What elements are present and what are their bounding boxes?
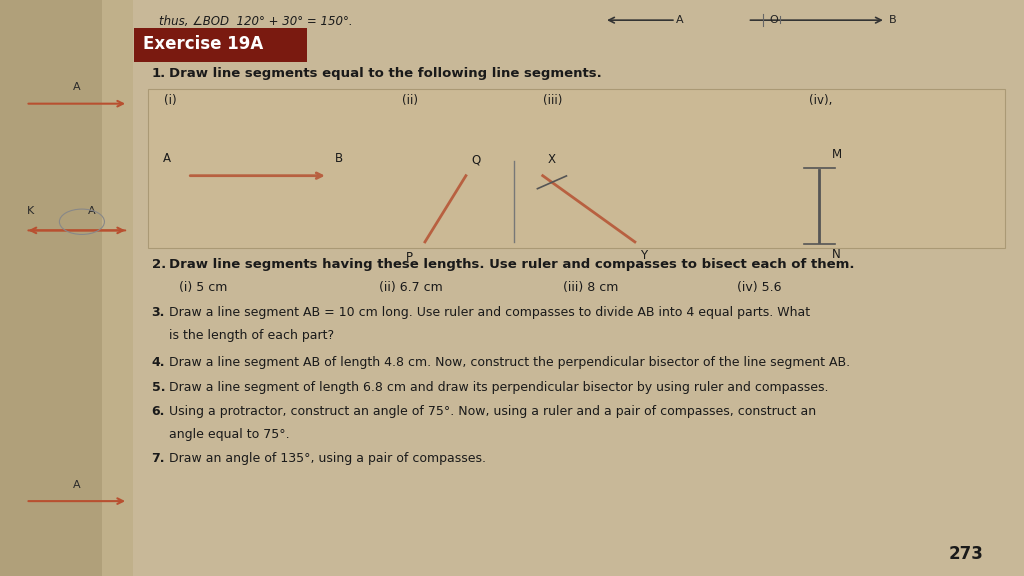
Text: B: B (889, 15, 896, 25)
Text: (iii) 8 cm: (iii) 8 cm (563, 282, 618, 294)
Text: Draw a line segment AB = 10 cm long. Use ruler and compasses to divide AB into 4: Draw a line segment AB = 10 cm long. Use… (169, 306, 810, 319)
Text: A: A (88, 206, 96, 216)
Text: A: A (163, 152, 171, 165)
Text: 4.: 4. (152, 357, 165, 369)
FancyBboxPatch shape (102, 0, 143, 576)
Text: thus, ∠BOD  120° + 30° = 150°.: thus, ∠BOD 120° + 30° = 150°. (159, 16, 352, 28)
Text: 7.: 7. (152, 452, 165, 465)
Text: 2.: 2. (152, 259, 166, 271)
Text: Draw a line segment of length 6.8 cm and draw its perpendicular bisector by usin: Draw a line segment of length 6.8 cm and… (169, 381, 828, 393)
Text: Draw an angle of 135°, using a pair of compasses.: Draw an angle of 135°, using a pair of c… (169, 452, 486, 465)
Text: 5.: 5. (152, 381, 165, 393)
Text: Exercise 19A: Exercise 19A (143, 35, 263, 53)
Text: Draw line segments having these lengths. Use ruler and compasses to bisect each : Draw line segments having these lengths.… (169, 259, 854, 271)
Text: N: N (831, 248, 841, 261)
FancyBboxPatch shape (134, 28, 307, 62)
Text: 1.: 1. (152, 67, 166, 80)
Text: A: A (676, 15, 683, 25)
Text: Y: Y (640, 249, 647, 262)
Text: (iii): (iii) (543, 94, 562, 107)
FancyBboxPatch shape (148, 89, 1005, 248)
Text: Draw a line segment AB of length 4.8 cm. Now, construct the perpendicular bisect: Draw a line segment AB of length 4.8 cm.… (169, 357, 850, 369)
Text: P: P (407, 251, 413, 264)
Text: Using a protractor, construct an angle of 75°. Now, using a ruler and a pair of : Using a protractor, construct an angle o… (169, 405, 816, 418)
Text: (ii) 6.7 cm: (ii) 6.7 cm (379, 282, 442, 294)
Text: A: A (73, 480, 81, 490)
Text: (iv) 5.6: (iv) 5.6 (737, 282, 781, 294)
Text: Q: Q (471, 153, 480, 166)
Text: is the length of each part?: is the length of each part? (169, 329, 334, 342)
Text: 273: 273 (948, 545, 983, 563)
Text: (iv),: (iv), (809, 94, 833, 107)
Text: A: A (73, 82, 81, 92)
FancyBboxPatch shape (0, 0, 148, 576)
Text: (i): (i) (164, 94, 176, 107)
Text: 6.: 6. (152, 405, 165, 418)
Text: O: O (770, 15, 778, 25)
Text: Draw line segments equal to the following line segments.: Draw line segments equal to the followin… (169, 67, 602, 80)
Text: (ii): (ii) (402, 94, 419, 107)
Text: K: K (27, 206, 35, 216)
Text: (i) 5 cm: (i) 5 cm (179, 282, 227, 294)
Text: B: B (335, 152, 343, 165)
Text: M: M (831, 147, 842, 161)
FancyBboxPatch shape (133, 0, 1024, 576)
Text: X: X (548, 153, 556, 166)
Text: angle equal to 75°.: angle equal to 75°. (169, 428, 290, 441)
Text: 3.: 3. (152, 306, 165, 319)
